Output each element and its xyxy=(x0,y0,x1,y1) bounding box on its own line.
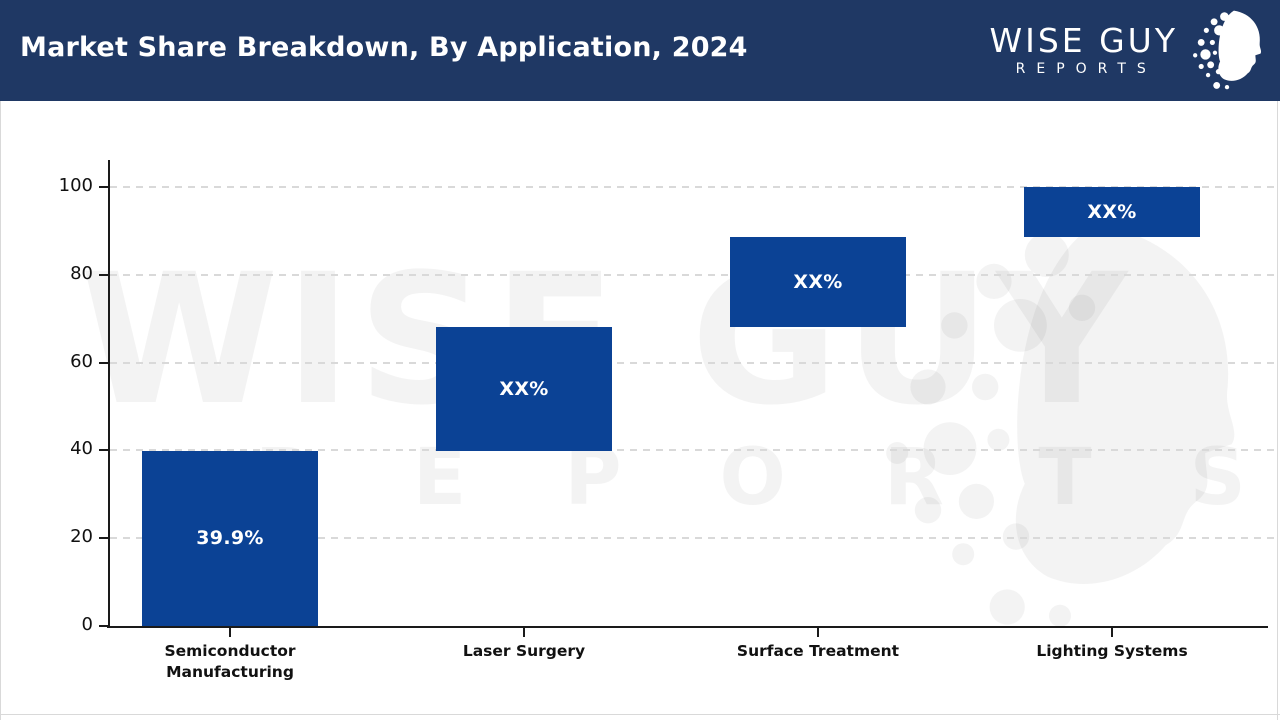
y-tick-0 xyxy=(99,625,108,627)
gridline-80 xyxy=(110,273,1276,276)
bar-value-label-laser-surgery: XX% xyxy=(499,378,549,401)
wise-guy-logo: WISE GUY REPORTS xyxy=(989,8,1270,94)
y-axis-line xyxy=(108,160,110,628)
y-tick-label-100: 100 xyxy=(58,175,93,196)
y-tick-label-40: 40 xyxy=(70,438,93,460)
x-tick-surface-treatment xyxy=(817,628,819,637)
chart-title: Market Share Breakdown, By Application, … xyxy=(20,32,748,63)
x-tick-semiconductor-manufacturing xyxy=(229,628,231,637)
x-category-label-laser-surgery: Laser Surgery xyxy=(462,642,586,660)
gridline-20 xyxy=(110,537,1276,540)
x-category-label-surface-treatment: Surface Treatment xyxy=(736,642,900,660)
y-tick-60 xyxy=(99,361,108,364)
y-tick-label-0: 0 xyxy=(81,614,93,635)
bar-value-label-surface-treatment: XX% xyxy=(793,271,843,294)
logo-text: WISE GUY REPORTS xyxy=(989,24,1178,77)
bar-value-label-semiconductor-manufacturing: 39.9% xyxy=(196,527,264,550)
logo-wordmark: WISE GUY xyxy=(989,21,1178,60)
x-axis-line xyxy=(107,626,1268,628)
bar-surface-treatment: XX% xyxy=(730,237,906,328)
x-tick-laser-surgery xyxy=(523,628,525,637)
x-tick-lighting-systems xyxy=(1111,628,1113,637)
y-tick-label-80: 80 xyxy=(70,262,93,284)
x-category-label-semiconductor-manufacturing: Semiconductor Manufacturing xyxy=(164,642,296,681)
gridline-60 xyxy=(110,361,1276,364)
y-tick-label-20: 20 xyxy=(70,526,93,548)
bar-semiconductor-manufacturing: 39.9% xyxy=(142,450,318,626)
bar-value-label-lighting-systems: XX% xyxy=(1087,201,1137,224)
bar-laser-surgery: XX% xyxy=(436,327,612,451)
logo-face-icon xyxy=(1193,10,1262,89)
y-tick-100 xyxy=(99,186,108,188)
y-tick-label-60: 60 xyxy=(70,350,93,372)
plot-region: 0 20 40 60 80 100 39.9% Semiconductor Manufactu… xyxy=(0,101,1280,720)
bar-lighting-systems: XX% xyxy=(1024,187,1200,238)
logo-subtext: REPORTS xyxy=(1015,61,1157,77)
chart-area: WISE GUY REPORTS 0 20 40 60 80 100 39.9% Semico… xyxy=(0,101,1280,720)
frame-border-bottom xyxy=(0,714,1280,715)
header-bar: Market Share Breakdown, By Application, … xyxy=(0,0,1280,101)
gridline-40 xyxy=(110,449,1276,452)
frame-border-left xyxy=(0,101,1,720)
frame-border-right xyxy=(1277,101,1278,720)
y-tick-20 xyxy=(99,537,108,540)
x-category-label-lighting-systems: Lighting Systems xyxy=(1036,642,1188,660)
y-tick-80 xyxy=(99,273,108,276)
y-tick-40 xyxy=(99,449,108,452)
gridline-100 xyxy=(110,186,1276,188)
